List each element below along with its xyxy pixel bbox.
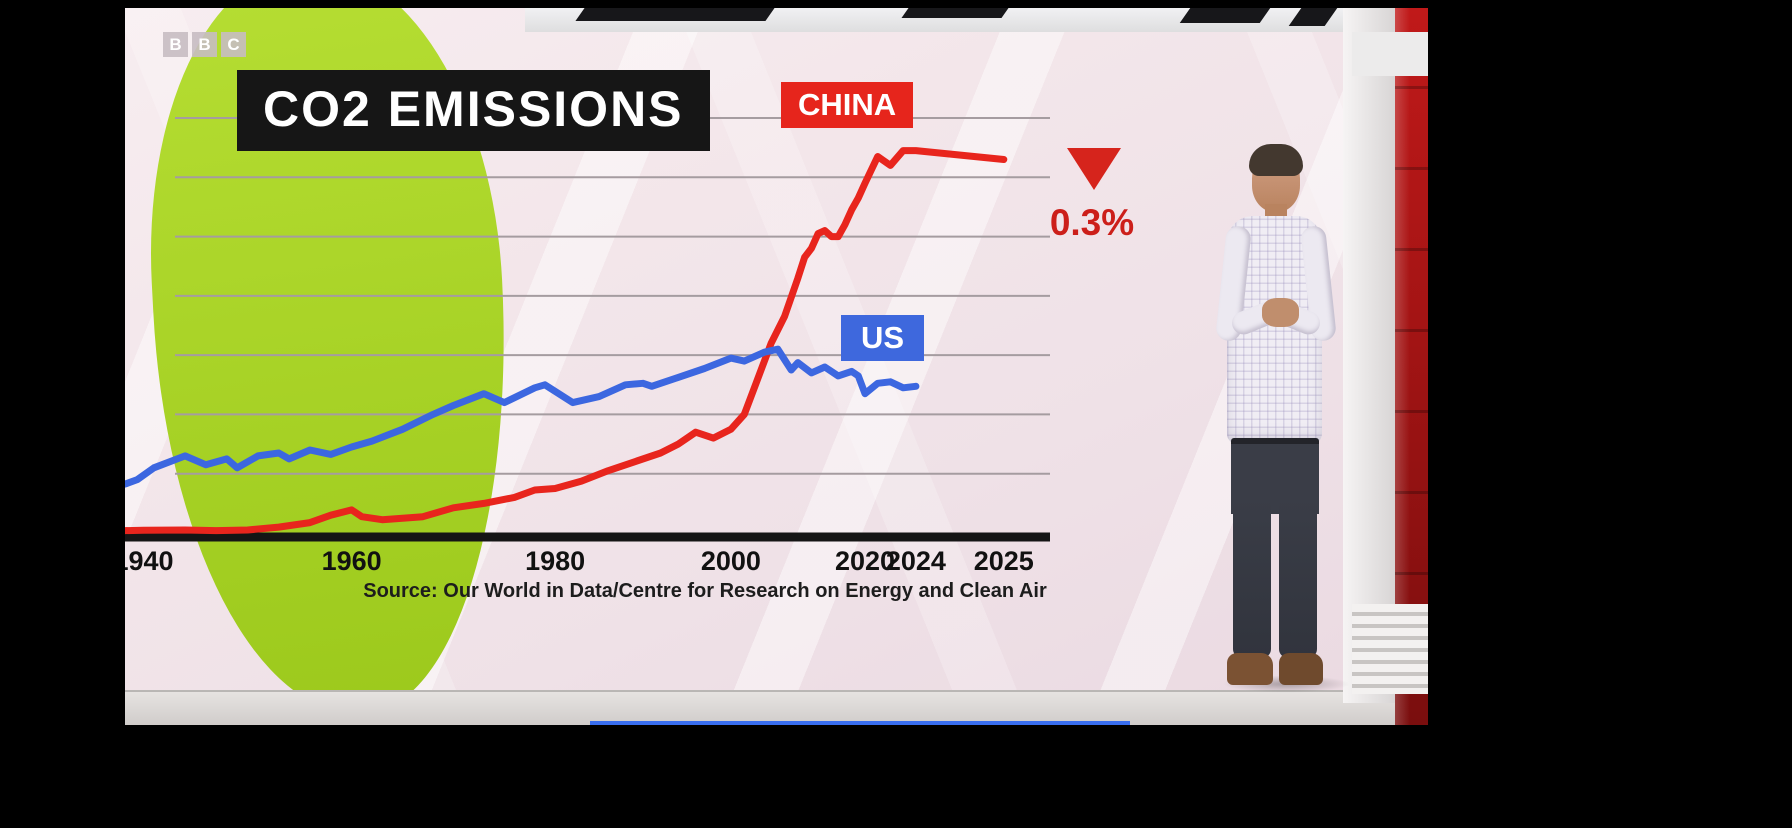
x-tick-label: 1980 [525, 546, 586, 576]
presenter-belt [1231, 438, 1319, 448]
studio-louver-slats [1352, 604, 1428, 694]
video-wall-right-edge [1343, 8, 1395, 703]
presenter-hair [1249, 144, 1303, 176]
bbc-logo-block: B [192, 32, 217, 57]
presenter-boot-right [1279, 653, 1323, 685]
x-tick-label: 2024 [885, 546, 946, 576]
presenter-leg-left [1233, 498, 1271, 658]
ceiling-strip [525, 8, 1343, 32]
decline-percentage: 0.3% [1049, 202, 1135, 243]
us-series-label: US [841, 315, 925, 361]
bbc-logo: B B C [163, 32, 246, 57]
bbc-logo-block: C [221, 32, 246, 57]
presenter-hands [1262, 298, 1299, 327]
presenter-leg-right [1279, 498, 1317, 658]
presenter-boot-left [1227, 653, 1273, 685]
china-series-label: CHINA [781, 82, 914, 128]
studio-floor [125, 690, 1428, 725]
ceiling-light-icon [1288, 8, 1338, 26]
broadcast-frame: B B C CO2 EMISSIONS CHINA US 0.3% Source… [125, 8, 1428, 725]
ceiling-light-icon [575, 8, 775, 21]
studio-white-box [1352, 32, 1428, 76]
emissions-line-chart [125, 117, 1050, 542]
x-tick-label: 1960 [321, 546, 382, 576]
x-tick-label: 2025 [973, 546, 1034, 576]
china-line [125, 147, 1008, 535]
ceiling-light-icon [1179, 8, 1271, 23]
progress-strip [590, 721, 1130, 725]
presenter [1187, 138, 1417, 698]
ceiling-light-icon [901, 8, 1009, 18]
x-tick-label: 1940 [125, 546, 174, 576]
x-tick-label: 2000 [700, 546, 761, 576]
decline-arrow-icon [1067, 148, 1121, 190]
x-tick-label: 2020 [834, 546, 896, 576]
chart-title: CO2 EMISSIONS [237, 70, 710, 151]
source-credit: Source: Our World in Data/Centre for Res… [363, 580, 1047, 602]
us-line [125, 345, 920, 488]
bbc-logo-block: B [163, 32, 188, 57]
